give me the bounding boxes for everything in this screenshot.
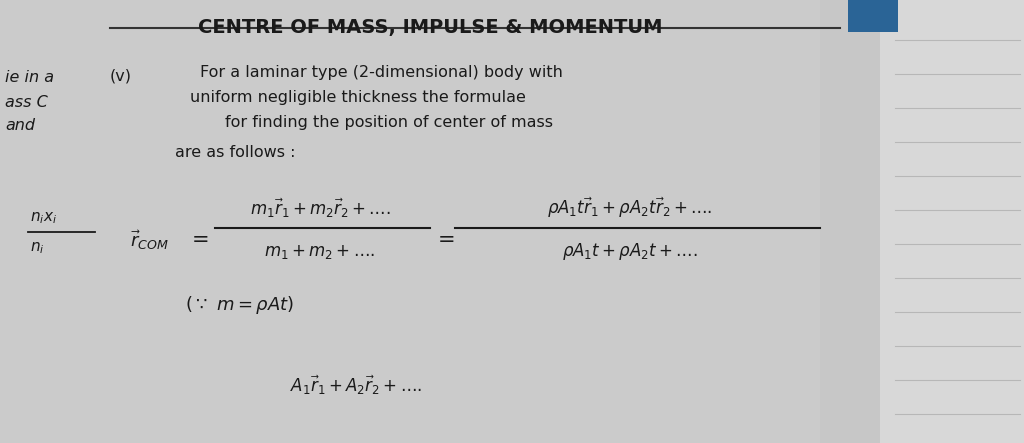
Text: $n_i$: $n_i$: [30, 240, 45, 256]
Text: =: =: [438, 230, 456, 250]
Text: and: and: [5, 118, 35, 133]
Text: $\vec{r}_{COM}$: $\vec{r}_{COM}$: [130, 228, 169, 252]
Text: $\rho A_1 t + \rho A_2 t + \ldots.$: $\rho A_1 t + \rho A_2 t + \ldots.$: [562, 241, 697, 263]
Text: ie in a: ie in a: [5, 70, 54, 85]
FancyBboxPatch shape: [848, 0, 898, 32]
Text: $n_i x_i$: $n_i x_i$: [30, 210, 57, 226]
Text: $m_1 + m_2 + \ldots.$: $m_1 + m_2 + \ldots.$: [264, 243, 376, 261]
Text: $A_1\vec{r}_1 + A_2\vec{r}_2 + \ldots.$: $A_1\vec{r}_1 + A_2\vec{r}_2 + \ldots.$: [290, 373, 422, 397]
FancyBboxPatch shape: [0, 0, 870, 443]
Text: $(\because\ m = \rho At)$: $(\because\ m = \rho At)$: [185, 294, 294, 316]
Text: ass C: ass C: [5, 95, 48, 110]
Text: for finding the position of center of mass: for finding the position of center of ma…: [225, 115, 553, 130]
Text: CENTRE OF MASS, IMPULSE & MOMENTUM: CENTRE OF MASS, IMPULSE & MOMENTUM: [198, 18, 663, 37]
Text: are as follows :: are as follows :: [175, 145, 296, 160]
Text: $m_1\vec{r}_1 + m_2\vec{r}_2 + \ldots.$: $m_1\vec{r}_1 + m_2\vec{r}_2 + \ldots.$: [250, 196, 390, 220]
Text: (v): (v): [110, 68, 132, 83]
Text: =: =: [193, 230, 210, 250]
FancyBboxPatch shape: [820, 0, 1024, 443]
Text: For a laminar type (2-dimensional) body with: For a laminar type (2-dimensional) body …: [200, 65, 563, 80]
Text: uniform negligible thickness the formulae: uniform negligible thickness the formula…: [190, 90, 526, 105]
Text: $\rho A_1 t\vec{r}_1 + \rho A_2 t\vec{r}_2 + \ldots.$: $\rho A_1 t\vec{r}_1 + \rho A_2 t\vec{r}…: [547, 196, 713, 220]
FancyBboxPatch shape: [820, 0, 880, 443]
